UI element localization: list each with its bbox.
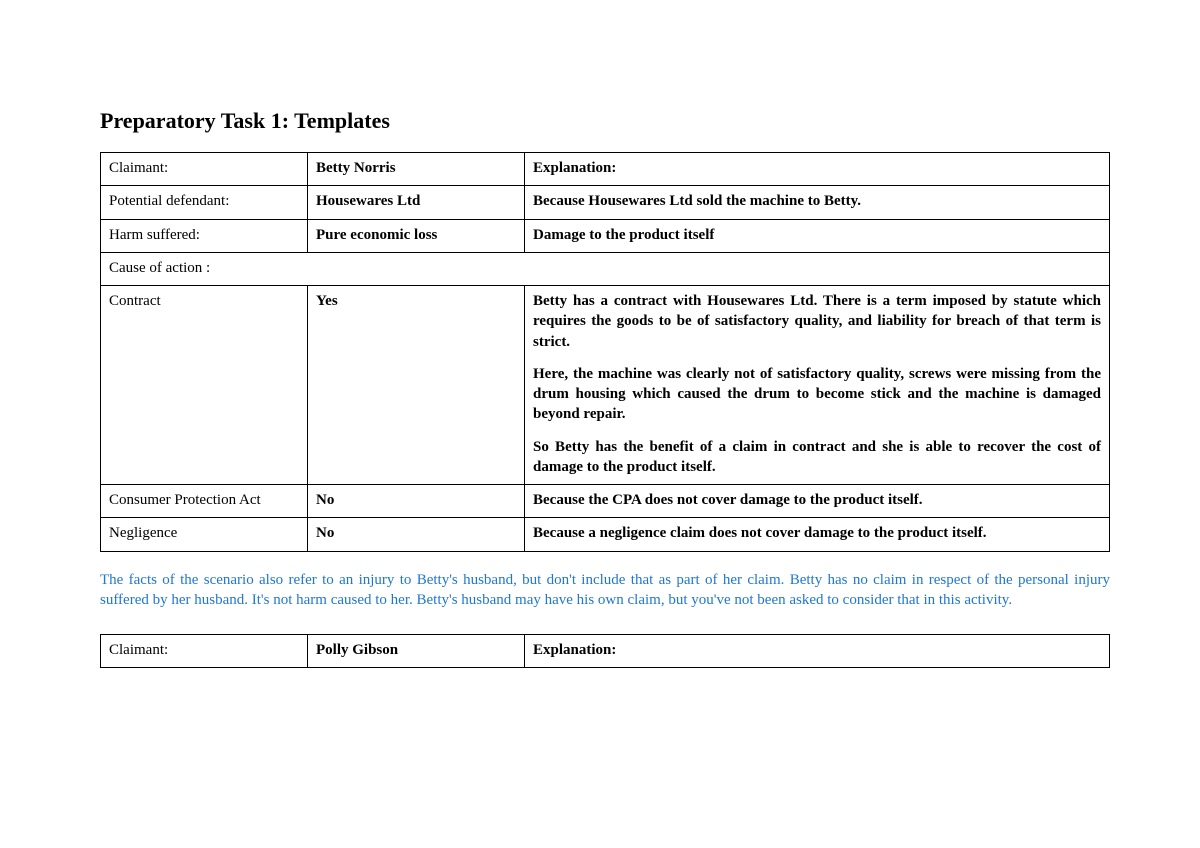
value-contract: Yes	[308, 286, 525, 485]
contract-para-2: Here, the machine was clearly not of sat…	[533, 364, 1101, 425]
explanation-defendant: Because Housewares Ltd sold the machine …	[525, 186, 1110, 219]
label-defendant: Potential defendant:	[101, 186, 308, 219]
value-defendant: Housewares Ltd	[308, 186, 525, 219]
label-cpa: Consumer Protection Act	[101, 485, 308, 518]
table-row: Claimant: Polly Gibson Explanation:	[101, 635, 1110, 668]
explanation-harm: Damage to the product itself	[525, 219, 1110, 252]
header-explanation-2: Explanation:	[525, 635, 1110, 668]
explanation-contract: Betty has a contract with Housewares Ltd…	[525, 286, 1110, 485]
page-title: Preparatory Task 1: Templates	[100, 108, 1110, 134]
document-page: Preparatory Task 1: Templates Claimant: …	[0, 0, 1200, 668]
table-row: Potential defendant: Housewares Ltd Beca…	[101, 186, 1110, 219]
header-explanation: Explanation:	[525, 153, 1110, 186]
value-claimant: Betty Norris	[308, 153, 525, 186]
table-row: Contract Yes Betty has a contract with H…	[101, 286, 1110, 485]
cause-of-action-header: Cause of action :	[101, 252, 1110, 285]
label-claimant-2: Claimant:	[101, 635, 308, 668]
value-claimant-2: Polly Gibson	[308, 635, 525, 668]
contract-para-3: So Betty has the benefit of a claim in c…	[533, 437, 1101, 478]
table-row: Claimant: Betty Norris Explanation:	[101, 153, 1110, 186]
footnote-paragraph: The facts of the scenario also refer to …	[100, 570, 1110, 611]
value-harm: Pure economic loss	[308, 219, 525, 252]
explanation-cpa: Because the CPA does not cover damage to…	[525, 485, 1110, 518]
label-contract: Contract	[101, 286, 308, 485]
explanation-negligence: Because a negligence claim does not cove…	[525, 518, 1110, 551]
table-row: Negligence No Because a negligence claim…	[101, 518, 1110, 551]
table-row: Consumer Protection Act No Because the C…	[101, 485, 1110, 518]
claimant-table-2: Claimant: Polly Gibson Explanation:	[100, 634, 1110, 668]
value-negligence: No	[308, 518, 525, 551]
claimant-table-1: Claimant: Betty Norris Explanation: Pote…	[100, 152, 1110, 552]
table-row: Cause of action :	[101, 252, 1110, 285]
value-cpa: No	[308, 485, 525, 518]
label-claimant: Claimant:	[101, 153, 308, 186]
label-harm: Harm suffered:	[101, 219, 308, 252]
label-negligence: Negligence	[101, 518, 308, 551]
table-row: Harm suffered: Pure economic loss Damage…	[101, 219, 1110, 252]
contract-para-1: Betty has a contract with Housewares Ltd…	[533, 291, 1101, 352]
